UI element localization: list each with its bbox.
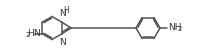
Text: N: N [34, 29, 40, 38]
Text: N: N [59, 38, 66, 47]
Text: N: N [59, 9, 66, 18]
Text: H: H [27, 29, 34, 38]
Text: 2: 2 [178, 26, 182, 32]
Text: NH: NH [168, 23, 182, 32]
Text: H: H [63, 6, 69, 15]
Text: 2: 2 [25, 32, 30, 38]
